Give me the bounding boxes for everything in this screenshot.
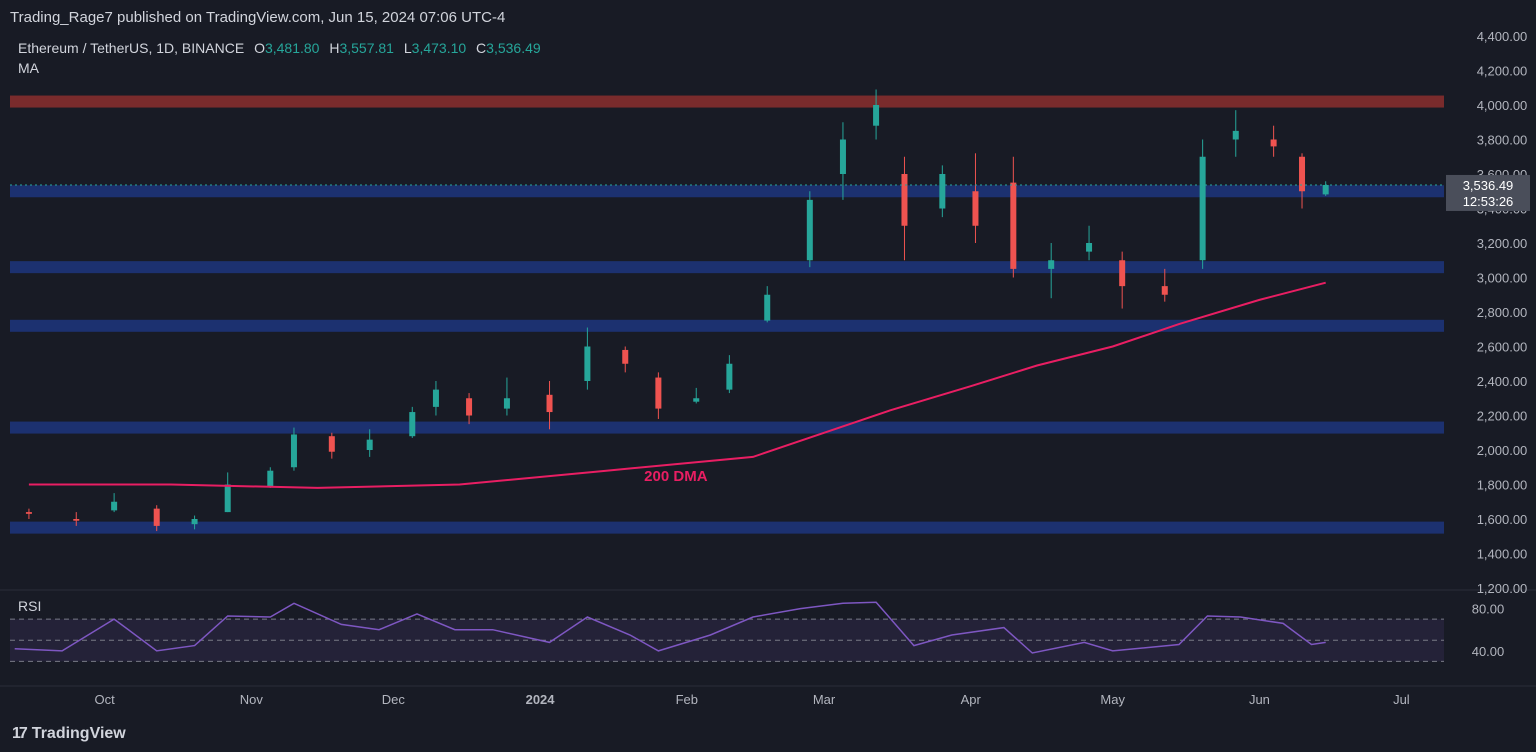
chart-area[interactable]: 4,400.00 4,200.00 4,000.00 3,800.00 3,600.00… <box>0 32 1536 718</box>
price-tick-label: 2,400.00 <box>1477 374 1528 389</box>
close-value: 3,536.49 <box>486 40 541 56</box>
price-tick-label: 2,600.00 <box>1477 340 1528 355</box>
ma-200-line <box>28 281 1326 489</box>
candle-body <box>622 349 629 364</box>
close-label: C <box>476 40 487 56</box>
price-tick-label: 1,200.00 <box>1477 581 1528 596</box>
low-label: L <box>403 40 412 56</box>
rsi-line <box>14 601 1326 654</box>
publisher-attribution: Trading_Rage7 published on TradingView.c… <box>10 9 506 26</box>
candle-body <box>901 174 908 226</box>
price-tick-label: 4,200.00 <box>1477 64 1528 79</box>
support-zone <box>10 521 1444 534</box>
price-tick-label: 3,200.00 <box>1477 236 1528 251</box>
candle-body <box>191 519 198 525</box>
price-tick-label: 4,400.00 <box>1477 32 1528 44</box>
candle-body <box>546 394 553 413</box>
support-zone <box>10 319 1444 332</box>
price-tick-label: 2,800.00 <box>1477 305 1528 320</box>
time-tick-label: Feb <box>676 692 698 707</box>
candle-body <box>1119 260 1126 287</box>
price-tick-label: 3,800.00 <box>1477 133 1528 148</box>
price-tick-label: 3,000.00 <box>1477 271 1528 286</box>
candle-body <box>366 439 373 450</box>
candle-body <box>1048 260 1055 269</box>
time-tick-label: Nov <box>240 692 264 707</box>
time-tick-label: Dec <box>382 692 406 707</box>
candle-body <box>111 501 118 511</box>
candle-body <box>1322 184 1329 195</box>
bar-countdown-label: 12:53:26 <box>1463 194 1514 209</box>
footer: ⁠17 TradingView <box>0 718 1536 752</box>
candle-body <box>726 363 733 390</box>
candle-body <box>1232 130 1239 140</box>
price-tick-label: 1,600.00 <box>1477 512 1528 527</box>
candle-body <box>1299 156 1306 192</box>
candle-body <box>409 412 416 437</box>
rsi-tick-label: 40.00 <box>1472 644 1505 659</box>
candle-body <box>466 398 473 416</box>
candle-body <box>764 294 771 321</box>
attribution-bar: Trading_Rage7 published on TradingView.c… <box>0 0 1536 32</box>
rsi-tick-label: 80.00 <box>1472 602 1505 617</box>
support-zone <box>10 261 1444 274</box>
candle-body <box>873 105 880 126</box>
low-value: 3,473.10 <box>411 40 467 56</box>
candle-body <box>1086 243 1093 252</box>
time-tick-label: Oct <box>95 692 116 707</box>
candle-body <box>73 519 80 521</box>
candle-body <box>328 436 335 452</box>
candle-body <box>1010 182 1017 269</box>
indicator-legend[interactable]: MA <box>18 60 39 76</box>
price-tick-label: 2,000.00 <box>1477 443 1528 458</box>
brand-name: TradingView <box>31 725 126 742</box>
open-value: 3,481.80 <box>264 40 320 56</box>
price-tick-label: 1,400.00 <box>1477 547 1528 562</box>
candle-body <box>584 346 591 381</box>
symbol-legend: Ethereum / TetherUS, 1D, BINANCE O3,481.… <box>18 40 541 56</box>
candle-body <box>939 174 946 209</box>
candle-body <box>267 470 274 487</box>
tradingview-logo[interactable]: ⁠17 TradingView <box>12 725 126 743</box>
high-label: H <box>329 40 340 56</box>
rsi-legend[interactable]: RSI <box>18 598 42 614</box>
candle-body <box>503 398 510 409</box>
candle-body <box>1161 286 1168 295</box>
time-tick-label: Mar <box>813 692 836 707</box>
price-chart[interactable]: 4,400.004,200.004,000.003,800.003,600.00… <box>0 32 1536 718</box>
resistance-zone <box>10 95 1444 108</box>
price-tick-label: 4,000.00 <box>1477 98 1528 113</box>
time-tick-label: 2024 <box>526 692 556 707</box>
candle-body <box>290 434 297 468</box>
candle-body <box>806 199 813 261</box>
support-zone <box>10 185 1444 198</box>
open-label: O <box>254 40 265 56</box>
tv-logo-icon: ⁠17 <box>12 725 28 742</box>
high-value: 3,557.81 <box>339 40 394 56</box>
price-tick-label: 2,200.00 <box>1477 409 1528 424</box>
candle-body <box>839 139 846 174</box>
candle-body <box>432 389 439 407</box>
last-price-label: 3,536.49 <box>1463 178 1514 193</box>
time-tick-label: May <box>1100 692 1125 707</box>
time-tick-label: Apr <box>961 692 982 707</box>
ma-200-label: 200 DMA <box>644 468 708 485</box>
time-tick-label: Jun <box>1249 692 1270 707</box>
price-tick-label: 1,800.00 <box>1477 478 1528 493</box>
last-price-box <box>1446 174 1530 211</box>
candle-body <box>224 484 231 513</box>
candle-body <box>153 508 160 526</box>
candle-body <box>1199 156 1206 261</box>
support-zone <box>10 421 1444 434</box>
time-tick-label: Jul <box>1393 692 1410 707</box>
candle-body <box>25 512 32 514</box>
candle-body <box>655 377 662 409</box>
symbol-name: Ethereum / TetherUS, 1D, BINANCE <box>18 40 245 56</box>
candle-body <box>972 191 979 226</box>
candle-body <box>1270 139 1277 147</box>
candle-body <box>693 398 700 402</box>
